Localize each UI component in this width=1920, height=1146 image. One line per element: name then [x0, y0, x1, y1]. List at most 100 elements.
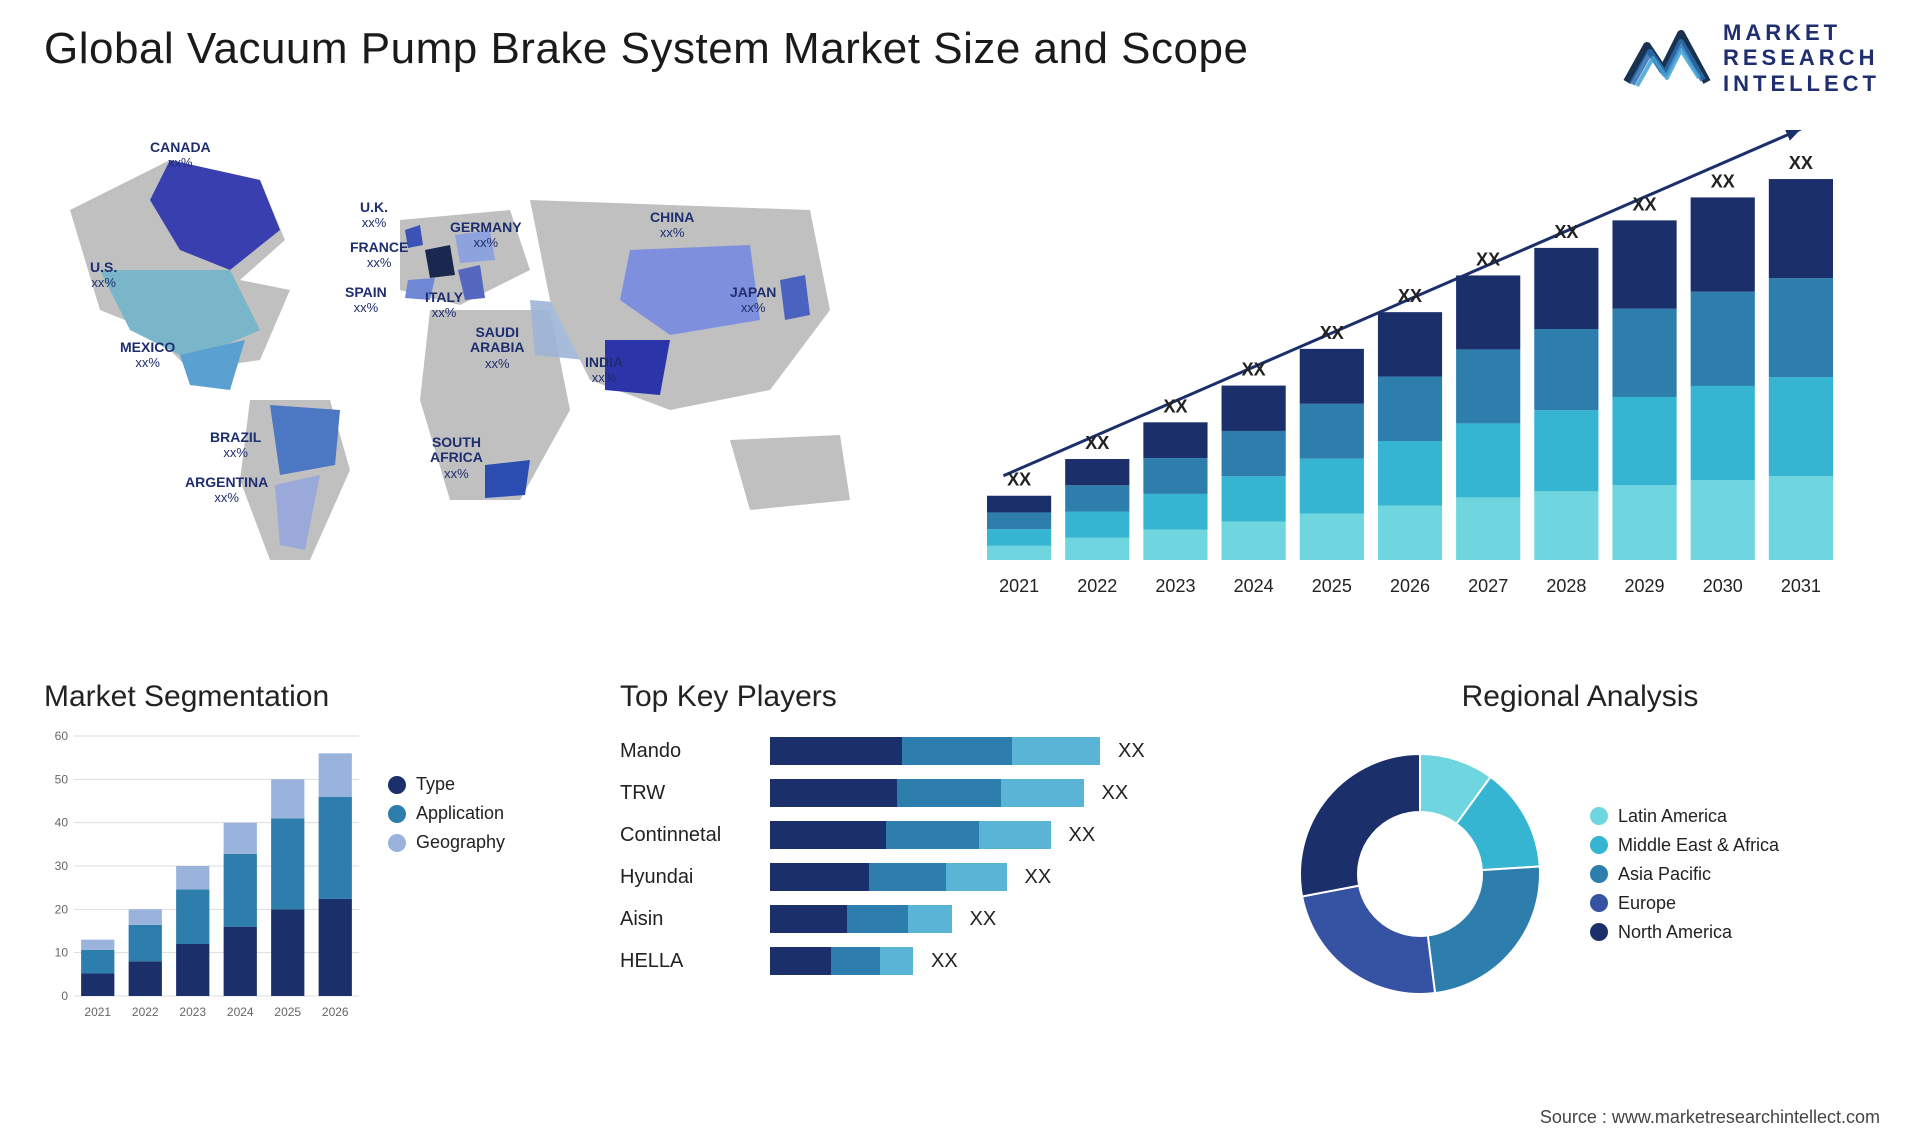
- key-player-label: Hyundai: [620, 866, 770, 889]
- key-player-label: HELLA: [620, 950, 770, 973]
- regional-legend-item: Asia Pacific: [1590, 864, 1779, 885]
- segmentation-legend-item: Type: [388, 774, 505, 795]
- svg-text:2022: 2022: [1077, 576, 1117, 596]
- map-label-spain: SPAINxx%: [345, 285, 387, 316]
- regional-analysis-panel: Regional Analysis Latin America Middle Ea…: [1280, 680, 1880, 1014]
- regional-legend-item: Europe: [1590, 893, 1779, 914]
- key-player-value: XX: [970, 908, 997, 931]
- map-label-italy: ITALYxx%: [425, 290, 463, 321]
- key-player-label: Mando: [620, 740, 770, 763]
- regional-analysis-title: Regional Analysis: [1280, 680, 1880, 714]
- map-label-india: INDIAxx%: [585, 355, 623, 386]
- key-player-value: XX: [1102, 782, 1129, 805]
- map-label-u-k-: U.K.xx%: [360, 200, 388, 231]
- regional-legend: Latin America Middle East & Africa Asia Pa…: [1590, 798, 1779, 951]
- svg-text:2030: 2030: [1703, 576, 1743, 596]
- key-player-label: Continnetal: [620, 824, 770, 847]
- svg-text:XX: XX: [1554, 222, 1578, 242]
- map-label-japan: JAPANxx%: [730, 285, 776, 316]
- svg-text:XX: XX: [1085, 433, 1109, 453]
- svg-text:XX: XX: [1789, 153, 1813, 173]
- svg-text:2025: 2025: [1312, 576, 1352, 596]
- svg-text:0: 0: [61, 989, 68, 1003]
- key-player-bar: [770, 947, 913, 975]
- svg-text:50: 50: [55, 772, 69, 786]
- key-player-row: HELLA XX: [620, 944, 1240, 978]
- svg-text:10: 10: [55, 946, 69, 960]
- svg-text:XX: XX: [1633, 194, 1657, 214]
- svg-text:2021: 2021: [999, 576, 1039, 596]
- map-label-u-s-: U.S.xx%: [90, 260, 117, 291]
- top-key-players-chart: Mando XX TRW XX Continnetal XX Hyundai XX Aisin X…: [620, 734, 1240, 978]
- key-player-row: Hyundai XX: [620, 860, 1240, 894]
- svg-text:XX: XX: [1242, 360, 1266, 380]
- svg-text:2026: 2026: [1390, 576, 1430, 596]
- key-player-row: TRW XX: [620, 776, 1240, 810]
- segmentation-chart: 0 10 20 30 40 50 60 2021 2022 2023 2024 2025 2026: [44, 726, 364, 1026]
- top-key-players-title: Top Key Players: [620, 680, 1240, 714]
- page-title: Global Vacuum Pump Brake System Market S…: [44, 24, 1248, 74]
- world-map: CANADAxx% U.S.xx% MEXICOxx% BRAZILxx% ARGENT…: [30, 130, 910, 610]
- segmentation-legend: Type Application Geography: [388, 766, 505, 861]
- map-label-france: FRANCExx%: [350, 240, 408, 271]
- svg-text:30: 30: [55, 859, 69, 873]
- svg-text:2024: 2024: [227, 1005, 254, 1019]
- svg-text:2028: 2028: [1546, 576, 1586, 596]
- regional-legend-item: Middle East & Africa: [1590, 835, 1779, 856]
- source-text: Source : www.marketresearchintellect.com: [1540, 1107, 1880, 1128]
- svg-text:2024: 2024: [1234, 576, 1274, 596]
- map-label-mexico: MEXICOxx%: [120, 340, 175, 371]
- segmentation-legend-item: Application: [388, 803, 505, 824]
- svg-text:2023: 2023: [179, 1005, 206, 1019]
- map-label-china: CHINAxx%: [650, 210, 694, 241]
- market-segmentation-panel: Market Segmentation 0 10 20 30 40 50 60 2021 202…: [44, 680, 564, 1026]
- svg-text:2026: 2026: [322, 1005, 349, 1019]
- top-key-players-panel: Top Key Players Mando XX TRW XX Continnetal X…: [620, 680, 1240, 986]
- key-player-bar: [770, 821, 1051, 849]
- regional-legend-item: North America: [1590, 922, 1779, 943]
- svg-text:XX: XX: [1398, 286, 1422, 306]
- key-player-label: TRW: [620, 782, 770, 805]
- key-player-value: XX: [931, 950, 958, 973]
- map-label-argentina: ARGENTINAxx%: [185, 475, 268, 506]
- svg-text:2022: 2022: [132, 1005, 159, 1019]
- svg-text:XX: XX: [1711, 171, 1735, 191]
- svg-text:2021: 2021: [84, 1005, 111, 1019]
- segmentation-legend-item: Geography: [388, 832, 505, 853]
- key-player-row: Continnetal XX: [620, 818, 1240, 852]
- svg-text:2023: 2023: [1155, 576, 1195, 596]
- key-player-bar: [770, 737, 1100, 765]
- key-player-value: XX: [1118, 740, 1145, 763]
- svg-text:2027: 2027: [1468, 576, 1508, 596]
- key-player-row: Mando XX: [620, 734, 1240, 768]
- key-player-row: Aisin XX: [620, 902, 1240, 936]
- map-label-canada: CANADAxx%: [150, 140, 211, 171]
- logo-text: MARKET RESEARCH INTELLECT: [1723, 20, 1880, 96]
- key-player-bar: [770, 905, 952, 933]
- svg-text:XX: XX: [1476, 249, 1500, 269]
- segmentation-title: Market Segmentation: [44, 680, 564, 714]
- main-bar-chart: XX 2021 XX 2022 XX 2023 XX 2024 XX 2025 XX 2026 XX 20…: [960, 130, 1860, 610]
- key-player-label: Aisin: [620, 908, 770, 931]
- svg-text:20: 20: [55, 902, 69, 916]
- regional-donut-chart: [1280, 734, 1560, 1014]
- key-player-value: XX: [1069, 824, 1096, 847]
- svg-text:XX: XX: [1320, 323, 1344, 343]
- svg-text:60: 60: [55, 729, 69, 743]
- logo: MARKET RESEARCH INTELLECT: [1623, 20, 1880, 96]
- svg-text:2031: 2031: [1781, 576, 1821, 596]
- logo-icon: [1623, 22, 1711, 94]
- key-player-bar: [770, 863, 1007, 891]
- map-label-saudi-arabia: SAUDIARABIAxx%: [470, 325, 524, 371]
- svg-text:40: 40: [55, 816, 69, 830]
- svg-text:2029: 2029: [1625, 576, 1665, 596]
- map-label-brazil: BRAZILxx%: [210, 430, 261, 461]
- map-label-south-africa: SOUTHAFRICAxx%: [430, 435, 483, 481]
- regional-legend-item: Latin America: [1590, 806, 1779, 827]
- svg-text:XX: XX: [1163, 396, 1187, 416]
- svg-text:XX: XX: [1007, 470, 1031, 490]
- svg-text:2025: 2025: [274, 1005, 301, 1019]
- key-player-bar: [770, 779, 1084, 807]
- map-label-germany: GERMANYxx%: [450, 220, 522, 251]
- key-player-value: XX: [1025, 866, 1052, 889]
